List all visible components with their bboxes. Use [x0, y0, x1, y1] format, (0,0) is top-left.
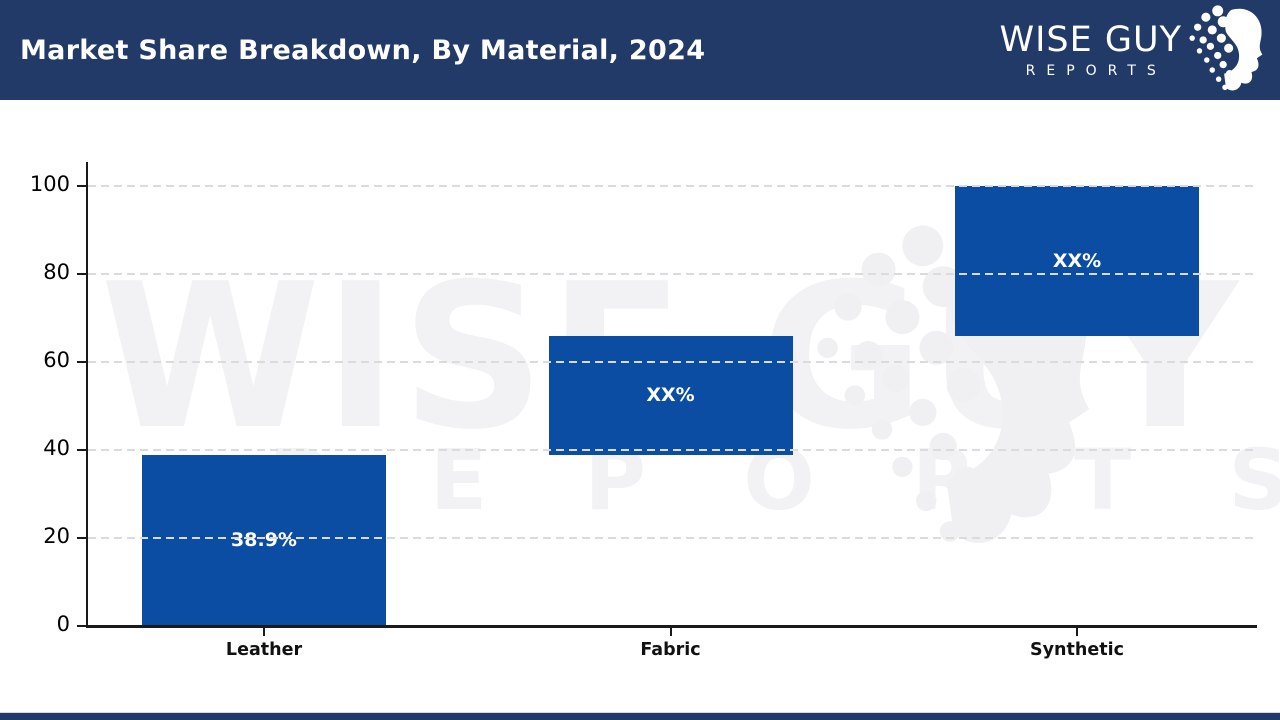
- y-tick-mark: [77, 185, 86, 188]
- page-title: Market Share Breakdown, By Material, 202…: [20, 34, 706, 66]
- plot-area: 0 20 40 60 80 100 38.9% Leather XX% Fabric XX% Synt…: [30, 162, 1257, 660]
- logo-face-icon: [1189, 5, 1263, 91]
- bar-value-label: 38.9%: [231, 529, 297, 552]
- y-tick-label: 20: [43, 524, 70, 549]
- gridline-y80: [88, 273, 1255, 276]
- gridline-y100: [88, 185, 1255, 188]
- y-tick-label: 60: [43, 348, 70, 373]
- footer-bar: [0, 713, 1280, 720]
- bar-synthetic: XX%: [955, 186, 1199, 336]
- bar-value-label: XX%: [1052, 249, 1102, 272]
- x-tick-mark: [1076, 628, 1078, 636]
- logo-wiseguy-text: WISE GUY: [999, 19, 1182, 60]
- logo-text: WISE GUY REPORTS: [999, 19, 1182, 79]
- bar-value-label: XX%: [646, 384, 695, 407]
- y-tick-mark: [77, 625, 86, 627]
- y-axis-line: [86, 162, 88, 628]
- y-tick-label: 100: [29, 172, 70, 197]
- gridline-y60: [88, 361, 1255, 364]
- y-tick-mark: [77, 273, 86, 276]
- x-tick-mark: [669, 628, 672, 636]
- gridline-y20: [88, 537, 1255, 540]
- x-tick-mark: [263, 628, 265, 636]
- y-tick-label: 0: [56, 612, 70, 636]
- footer-hairline: [0, 712, 1280, 713]
- y-tick-label: 40: [43, 436, 70, 461]
- y-tick-mark: [77, 361, 86, 364]
- header-bar: Market Share Breakdown, By Material, 202…: [0, 0, 1280, 100]
- bar-leather: 38.9%: [142, 454, 386, 626]
- wise-guy-logo: WISE GUY REPORTS: [999, 4, 1280, 96]
- x-category-label-leather: Leather: [225, 640, 303, 660]
- bar-fabric: XX%: [548, 335, 793, 455]
- y-tick-mark: [77, 537, 86, 540]
- x-category-label-synthetic: Synthetic: [1030, 640, 1124, 660]
- gridline-y40: [88, 449, 1255, 452]
- logo-reports-text: REPORTS: [1025, 62, 1167, 79]
- x-axis-line: [86, 625, 1257, 628]
- y-tick-label: 80: [43, 260, 70, 285]
- y-tick-mark: [77, 449, 86, 452]
- x-category-label-fabric: Fabric: [640, 640, 701, 660]
